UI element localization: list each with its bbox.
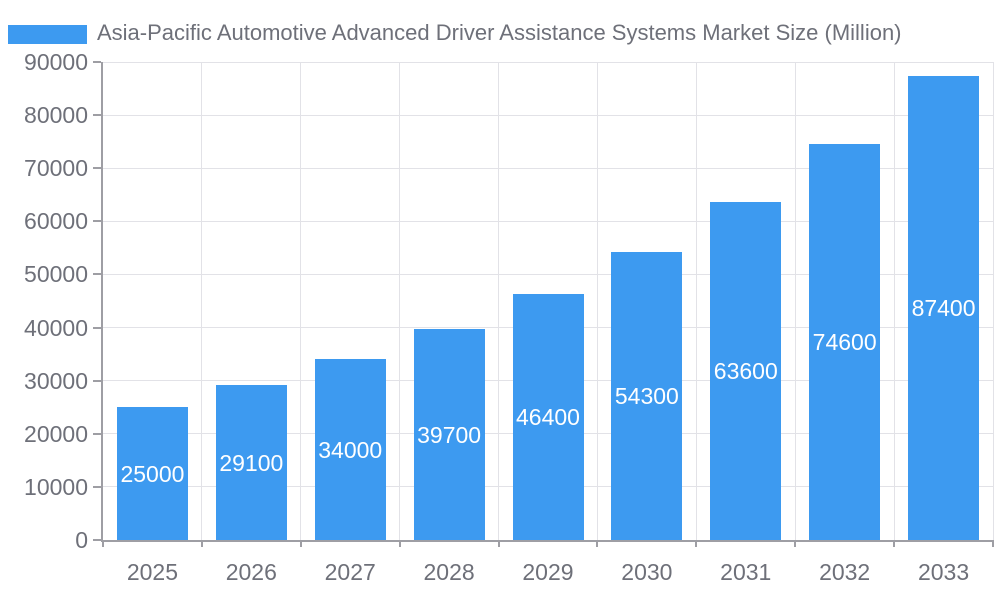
y-axis-tick-label: 10000 xyxy=(24,473,88,500)
y-axis-tick xyxy=(93,273,101,276)
bar-2033[interactable] xyxy=(908,75,980,540)
y-axis-tick xyxy=(93,114,101,117)
y-axis-tick xyxy=(93,220,101,223)
gridline-vertical xyxy=(695,62,697,540)
x-axis-tick-label: 2030 xyxy=(621,559,673,585)
bar-2026[interactable] xyxy=(215,385,287,540)
x-axis-tick-label: 2026 xyxy=(225,559,277,585)
y-axis-line xyxy=(101,62,103,540)
x-axis-tick-label: 2032 xyxy=(819,559,871,585)
x-axis-line xyxy=(101,540,993,542)
y-axis-tick xyxy=(93,326,101,329)
gridline-vertical xyxy=(794,62,796,540)
y-axis-tick-label: 90000 xyxy=(24,49,88,75)
x-axis-tick-label: 2031 xyxy=(720,559,772,585)
bar-value-label: 34000 xyxy=(318,436,383,463)
bar-2027[interactable] xyxy=(314,359,386,540)
gridline-vertical xyxy=(498,62,500,540)
x-axis-tick-label: 2027 xyxy=(324,559,376,585)
x-axis-tick xyxy=(794,540,797,547)
gridline-vertical xyxy=(893,62,895,540)
legend-swatch xyxy=(8,25,87,44)
gridline-vertical xyxy=(399,62,401,540)
bar-value-label: 29100 xyxy=(219,449,284,476)
bar-2031[interactable] xyxy=(710,202,782,540)
x-axis-tick-label: 2029 xyxy=(522,559,574,585)
bar-2030[interactable] xyxy=(611,251,683,540)
x-axis-tick xyxy=(992,540,994,547)
bar-value-label: 74600 xyxy=(812,328,877,355)
bar-2025[interactable] xyxy=(116,407,188,540)
y-axis-tick-label: 50000 xyxy=(24,261,88,288)
gridline-horizontal xyxy=(103,273,993,275)
y-axis-tick-label: 60000 xyxy=(24,208,88,235)
y-axis-tick xyxy=(93,167,101,170)
y-axis-tick xyxy=(93,61,101,63)
bar-value-label: 87400 xyxy=(911,294,976,321)
x-axis-tick-label: 2033 xyxy=(917,559,970,585)
x-axis-tick xyxy=(200,540,203,547)
bar-value-label: 46400 xyxy=(516,403,580,430)
y-axis-tick-label: 0 xyxy=(75,527,88,553)
y-axis-tick-label: 70000 xyxy=(24,155,88,182)
y-axis-tick-label: 30000 xyxy=(24,367,88,394)
y-axis-tick-label: 80000 xyxy=(24,102,88,129)
x-axis-tick xyxy=(695,540,698,547)
bar-2028[interactable] xyxy=(413,329,485,540)
gridline-vertical xyxy=(992,62,994,540)
y-axis-tick-label: 20000 xyxy=(24,420,88,447)
x-axis-tick xyxy=(398,540,401,547)
bar-value-label: 54300 xyxy=(614,382,679,409)
chart-title: Asia-Pacific Automotive Advanced Driver … xyxy=(97,20,902,45)
y-axis-tick xyxy=(93,539,101,541)
x-axis-tick xyxy=(299,540,302,547)
bar-value-label: 25000 xyxy=(120,460,185,487)
gridline-vertical xyxy=(596,62,598,540)
y-axis-tick xyxy=(93,379,101,382)
x-axis-tick-label: 2028 xyxy=(423,559,475,585)
x-axis-tick-label: 2025 xyxy=(126,559,179,585)
gridline-vertical xyxy=(201,62,203,540)
x-axis-tick xyxy=(102,540,104,547)
x-axis-tick xyxy=(596,540,599,547)
gridline-vertical xyxy=(300,62,302,540)
y-axis-tick xyxy=(93,485,101,488)
bar-2029[interactable] xyxy=(512,293,584,540)
gridline-horizontal xyxy=(103,114,993,116)
bar-2032[interactable] xyxy=(809,143,881,540)
bar-value-label: 63600 xyxy=(713,358,778,385)
gridline-horizontal xyxy=(103,167,993,169)
x-axis-tick xyxy=(893,540,896,547)
y-axis-tick-label: 40000 xyxy=(24,314,88,341)
x-axis-tick xyxy=(497,540,500,547)
bar-value-label: 39700 xyxy=(417,421,482,448)
gridline-horizontal xyxy=(103,220,993,222)
gridline-horizontal xyxy=(103,61,993,63)
y-axis-tick xyxy=(93,432,101,435)
